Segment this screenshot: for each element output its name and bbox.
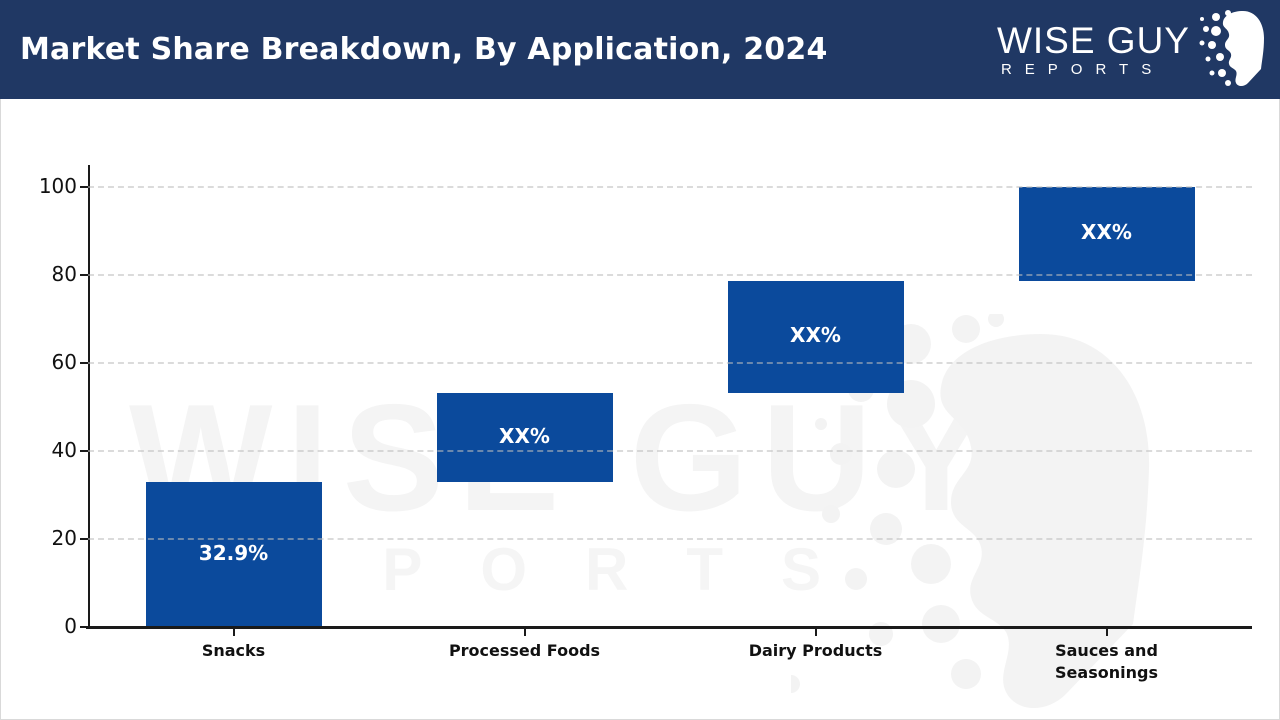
y-axis [88, 165, 90, 627]
x-tick-mark [814, 628, 817, 636]
logo-face-icon [1192, 7, 1266, 93]
y-tick-label: 0 [64, 614, 77, 638]
bar [436, 392, 613, 483]
logo-wordmark: WISE GUY REPORTS [997, 22, 1190, 77]
gridline [88, 450, 1252, 452]
y-tick-mark [80, 186, 88, 188]
x-axis [86, 626, 1252, 629]
y-tick-mark [80, 538, 88, 540]
y-tick-label: 100 [38, 174, 77, 198]
bar-value-label: XX% [1081, 220, 1132, 245]
logo-wordmark-line2: REPORTS [1000, 61, 1165, 78]
x-tick-label: Snacks [201, 641, 266, 660]
y-tick-label: 20 [51, 526, 77, 550]
gridline [88, 274, 1252, 276]
bar-value-label: 32.9% [198, 540, 269, 565]
bar-value-label: XX% [790, 323, 841, 348]
page-title: Market Share Breakdown, By Application, … [20, 32, 828, 67]
bar [727, 281, 904, 393]
y-tick-mark [80, 450, 88, 452]
x-tick-mark [1105, 628, 1108, 636]
y-tick-mark [80, 274, 88, 276]
gridline [88, 186, 1252, 188]
x-tick-label: Processed Foods [448, 641, 601, 660]
bar [1018, 187, 1195, 282]
y-tick-mark [80, 362, 88, 364]
y-tick-label: 60 [51, 350, 77, 374]
y-tick-label: 80 [51, 262, 77, 286]
bar-value-label: XX% [499, 423, 550, 448]
brand-logo: WISE GUY REPORTS [997, 7, 1266, 93]
x-tick-mark [523, 628, 526, 636]
x-tick-label: Dairy Products [748, 641, 883, 660]
y-tick-label: 40 [51, 438, 77, 462]
watermark-face-icon [782, 311, 1191, 718]
bar [145, 482, 322, 627]
x-tick-label: Sauces and Seasonings [1055, 641, 1158, 682]
logo-wordmark-line1: WISE GUY [996, 20, 1190, 61]
gridline [88, 538, 1252, 540]
x-tick-mark [232, 628, 235, 636]
y-tick-mark [80, 626, 88, 628]
gridline [88, 362, 1252, 364]
page-header: Market Share Breakdown, By Application, … [0, 0, 1280, 99]
